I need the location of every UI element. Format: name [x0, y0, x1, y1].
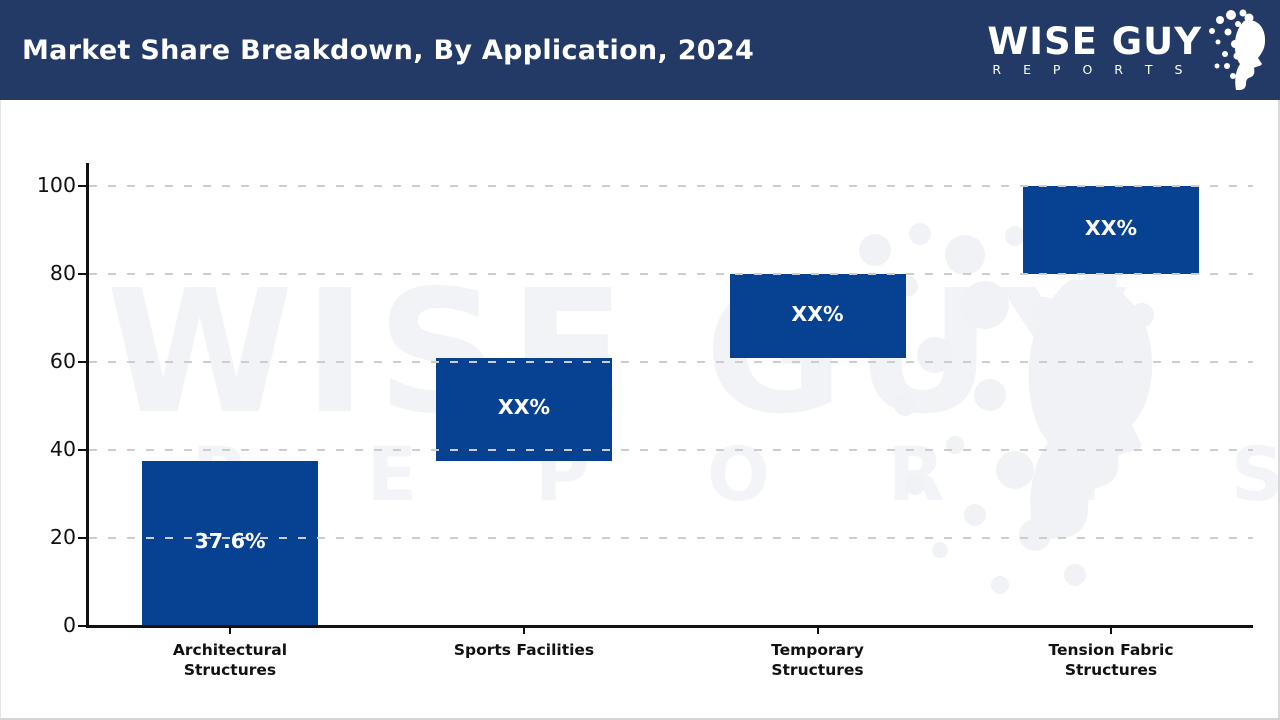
- bar-1: [436, 357, 612, 461]
- y-tick-label-0: 0: [62, 613, 76, 637]
- y-tick-label-20: 20: [49, 525, 76, 549]
- x-category-text: Architectural Structures: [172, 641, 288, 680]
- x-category-label-1: Sports Facilities: [414, 640, 634, 660]
- x-category-label-3: Tension Fabric Structures: [1001, 640, 1221, 681]
- page-border-bottom: [0, 718, 1280, 720]
- x-axis-line: [86, 624, 1253, 628]
- logo-wordmark: WISE GUY: [987, 20, 1202, 64]
- x-category-text: Temporary Structures: [771, 641, 864, 680]
- gridline-60: [89, 361, 1253, 363]
- x-category-text: Sports Facilities: [453, 641, 595, 659]
- y-tick-mark-60: [78, 361, 87, 363]
- x-category-label-0: Architectural Structures: [120, 640, 340, 681]
- bar-value-label-1: XX%: [497, 395, 551, 420]
- y-tick-label-100: 100: [36, 173, 76, 197]
- x-tick-mark-1: [523, 627, 525, 634]
- bar-3: [1023, 186, 1199, 274]
- header: Market Share Breakdown, By Application, …: [0, 0, 1280, 100]
- x-category-label-2: Temporary Structures: [708, 640, 928, 681]
- logo-face-icon: [1209, 9, 1266, 91]
- bar-value-label-2: XX%: [791, 301, 844, 326]
- y-tick-label-80: 80: [49, 261, 76, 285]
- watermark-face-icon: [859, 222, 1154, 594]
- watermark-wordmark: WISE GUY: [106, 254, 1136, 452]
- logo-subtitle: R E P O R T S: [992, 62, 1192, 78]
- gridline-80: [89, 273, 1253, 275]
- x-tick-mark-3: [1110, 627, 1112, 634]
- y-tick-label-40: 40: [49, 437, 76, 461]
- chart-title: Market Share Breakdown, By Application, …: [22, 34, 755, 66]
- gridline-40: [89, 449, 1253, 451]
- bar-value-label-0: 37.6%: [194, 529, 266, 554]
- y-tick-mark-100: [78, 185, 87, 187]
- y-tick-mark-0: [78, 625, 87, 627]
- bar-2: [729, 274, 906, 358]
- bar-0: [142, 460, 318, 626]
- page-border-right: [1278, 100, 1280, 720]
- y-tick-mark-20: [78, 537, 87, 539]
- y-tick-mark-80: [78, 273, 87, 275]
- x-category-text: Tension Fabric Structures: [1048, 641, 1174, 680]
- y-tick-label-60: 60: [49, 349, 76, 373]
- y-tick-mark-40: [78, 449, 87, 451]
- gridline-20: [89, 537, 1253, 539]
- y-axis-line: [86, 163, 89, 627]
- x-tick-mark-0: [229, 627, 231, 634]
- gridline-100: [89, 185, 1253, 187]
- bar-value-label-3: XX%: [1084, 216, 1138, 240]
- logo-text: WISE GUY R E P O R T S: [987, 23, 1202, 77]
- page-border-left: [0, 100, 1, 720]
- wise-guy-reports-logo: WISE GUY R E P O R T S: [987, 9, 1280, 91]
- x-tick-mark-2: [816, 627, 819, 634]
